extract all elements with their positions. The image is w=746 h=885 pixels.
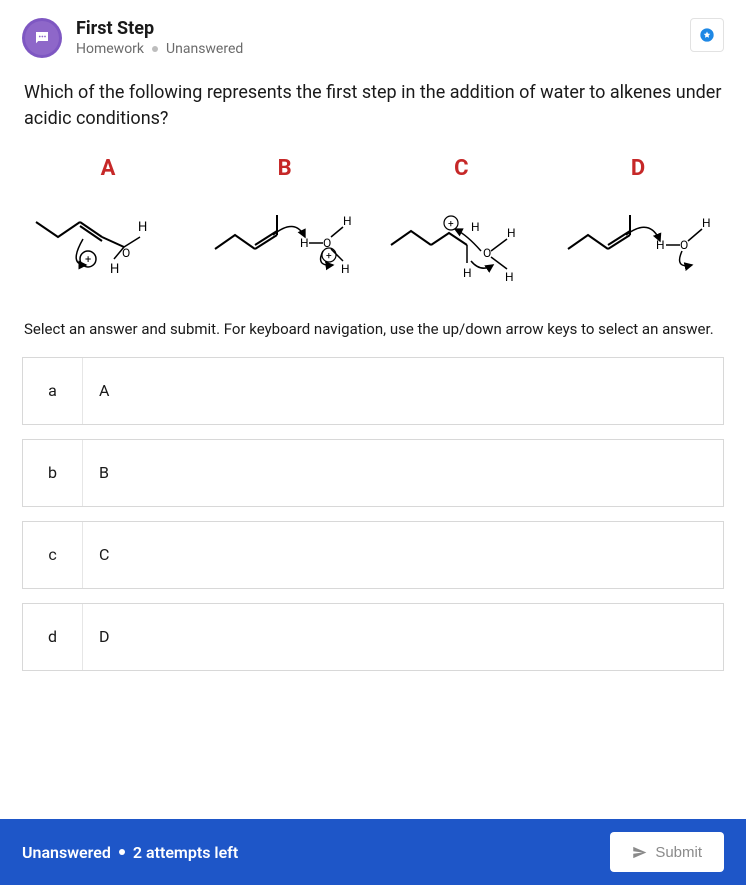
diagram-label-c: C <box>454 156 468 181</box>
diagram-label-b: B <box>278 156 292 181</box>
separator-dot-icon <box>152 46 158 52</box>
answer-options: a A b B c C d D <box>0 349 746 671</box>
footer-status: Unanswered 2 attempts left <box>22 843 238 862</box>
option-value: B <box>83 440 723 506</box>
svg-text:H: H <box>300 236 309 250</box>
question-category: Homework <box>76 41 144 57</box>
instructions-text: Select an answer and submit. For keyboar… <box>0 305 746 349</box>
diagram-row: A + H H O B <box>0 142 746 305</box>
submit-button[interactable]: Submit <box>610 832 724 872</box>
diagram-a: A + H H O <box>28 156 188 297</box>
submit-label: Submit <box>655 844 702 861</box>
option-b[interactable]: b B <box>22 439 724 507</box>
svg-text:H: H <box>341 262 350 276</box>
question-subtitle: Homework Unanswered <box>76 41 690 57</box>
svg-text:H: H <box>702 216 711 230</box>
paper-plane-icon <box>632 845 647 860</box>
svg-text:+: + <box>85 253 91 266</box>
svg-text:H: H <box>507 226 516 240</box>
option-a[interactable]: a A <box>22 357 724 425</box>
option-key: b <box>23 440 83 506</box>
option-value: C <box>83 522 723 588</box>
svg-text:+: + <box>326 251 332 262</box>
chat-icon <box>25 21 59 55</box>
svg-text:H: H <box>343 214 352 228</box>
question-status: Unanswered <box>166 41 243 57</box>
option-value: A <box>83 358 723 424</box>
question-card: First Step Homework Unanswered Which of … <box>0 0 746 885</box>
star-icon <box>699 27 715 43</box>
option-value: D <box>83 604 723 670</box>
svg-text:O: O <box>483 246 491 260</box>
card-footer: Unanswered 2 attempts left Submit <box>0 819 746 885</box>
avatar <box>22 18 62 58</box>
svg-text:H: H <box>138 220 147 235</box>
diagram-c: C + H H O H H <box>381 156 541 297</box>
diagram-label-d: D <box>631 156 645 181</box>
question-title: First Step <box>76 18 690 39</box>
svg-text:H: H <box>463 266 472 280</box>
structure-c-icon: + H H O H H <box>381 187 541 297</box>
diagram-label-a: A <box>101 156 116 181</box>
svg-text:H: H <box>505 270 514 284</box>
option-key: d <box>23 604 83 670</box>
option-key: c <box>23 522 83 588</box>
svg-text:+: + <box>448 219 454 230</box>
title-block: First Step Homework Unanswered <box>76 18 690 57</box>
svg-text:O: O <box>680 238 688 252</box>
svg-text:H: H <box>110 262 119 277</box>
option-c[interactable]: c C <box>22 521 724 589</box>
option-key: a <box>23 358 83 424</box>
footer-status-text: Unanswered <box>22 843 111 862</box>
card-header: First Step Homework Unanswered <box>0 0 746 66</box>
diagram-d: D H O H <box>558 156 718 297</box>
svg-text:H: H <box>471 220 480 234</box>
structure-d-icon: H O H <box>558 187 718 297</box>
question-text: Which of the following represents the fi… <box>0 66 746 142</box>
option-d[interactable]: d D <box>22 603 724 671</box>
structure-a-icon: + H H O <box>28 187 188 297</box>
footer-attempts-text: 2 attempts left <box>133 843 238 862</box>
separator-dot-icon <box>119 849 125 855</box>
bookmark-button[interactable] <box>690 18 724 52</box>
structure-b-icon: H O + H H <box>205 187 365 297</box>
svg-text:O: O <box>122 246 130 260</box>
diagram-b: B H O + H H <box>205 156 365 297</box>
